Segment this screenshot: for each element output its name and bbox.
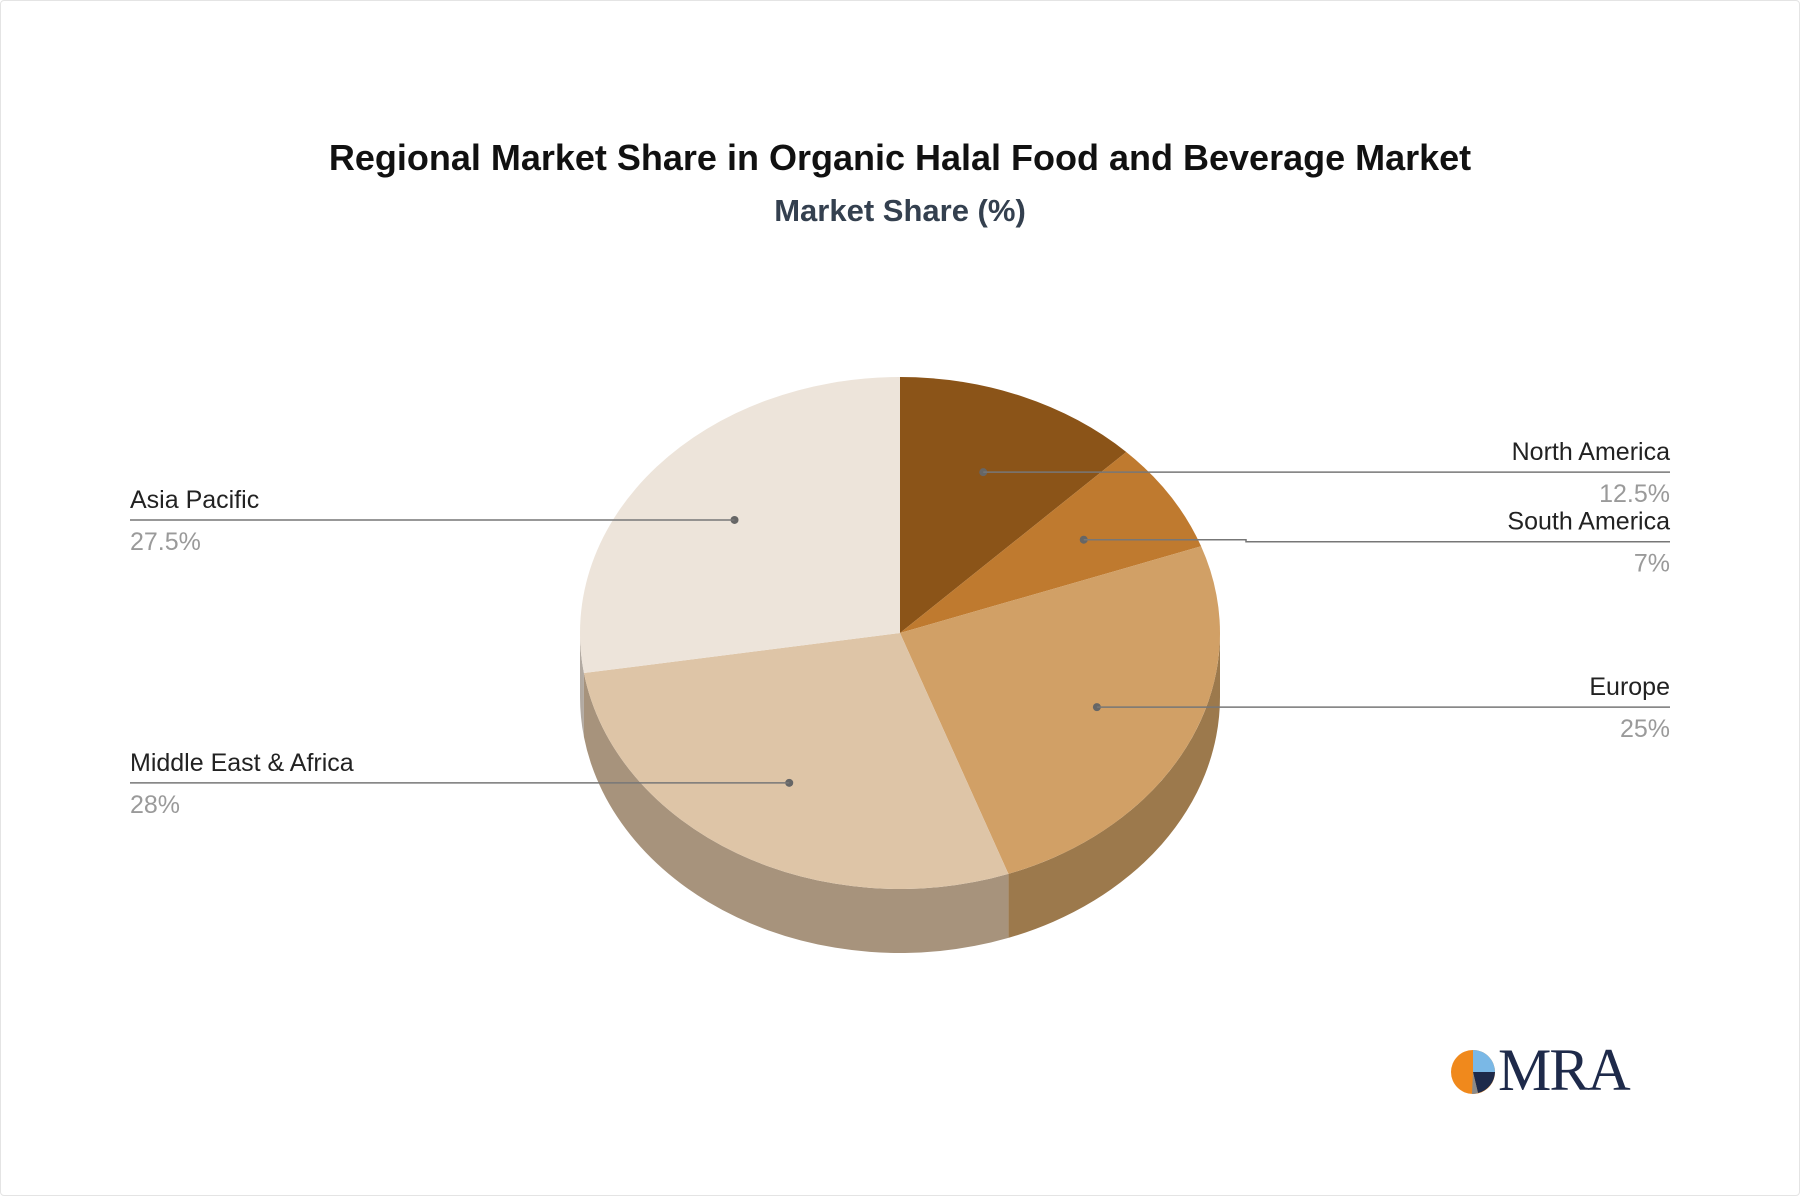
label-name-north-america: North America bbox=[1512, 438, 1670, 466]
pie-slice-middle-east-africa[interactable] bbox=[583, 633, 1009, 889]
pie-slice-asia-pacific[interactable] bbox=[580, 377, 900, 674]
pie-slice-europe[interactable] bbox=[900, 546, 1220, 874]
pie-slice-south-america[interactable] bbox=[900, 451, 1202, 633]
label-name-south-america: South America bbox=[1507, 508, 1670, 536]
pie-side-middle-east-africa bbox=[583, 673, 1009, 953]
label-name-middle-east-africa: Middle East & Africa bbox=[130, 749, 354, 777]
logo-pie-icon bbox=[1451, 1050, 1495, 1094]
chart-subtitle: Market Share (%) bbox=[774, 193, 1026, 228]
label-value-middle-east-africa: 28% bbox=[130, 791, 180, 819]
pie-side-europe bbox=[1008, 633, 1220, 938]
pie-side-asia-pacific bbox=[580, 633, 584, 738]
label-value-north-america: 12.5% bbox=[1599, 480, 1670, 508]
label-value-south-america: 7% bbox=[1634, 550, 1670, 578]
leader-lines bbox=[130, 468, 1670, 787]
pie-slices bbox=[580, 377, 1220, 889]
mra-logo: MRA bbox=[1448, 1037, 1648, 1103]
pie-slice-north-america[interactable] bbox=[900, 377, 1127, 633]
label-value-asia-pacific: 27.5% bbox=[130, 528, 201, 556]
label-value-europe: 25% bbox=[1620, 715, 1670, 743]
pie-sides bbox=[580, 633, 1220, 953]
label-name-europe: Europe bbox=[1589, 673, 1670, 701]
slice-labels: North America 12.5%South America 7% Europe 2… bbox=[130, 438, 1670, 819]
label-name-asia-pacific: Asia Pacific bbox=[130, 486, 259, 514]
leader-line-south-america bbox=[1083, 538, 1670, 543]
logo-text: MRA bbox=[1498, 1037, 1631, 1103]
chart-title: Regional Market Share in Organic Halal F… bbox=[328, 137, 1472, 178]
